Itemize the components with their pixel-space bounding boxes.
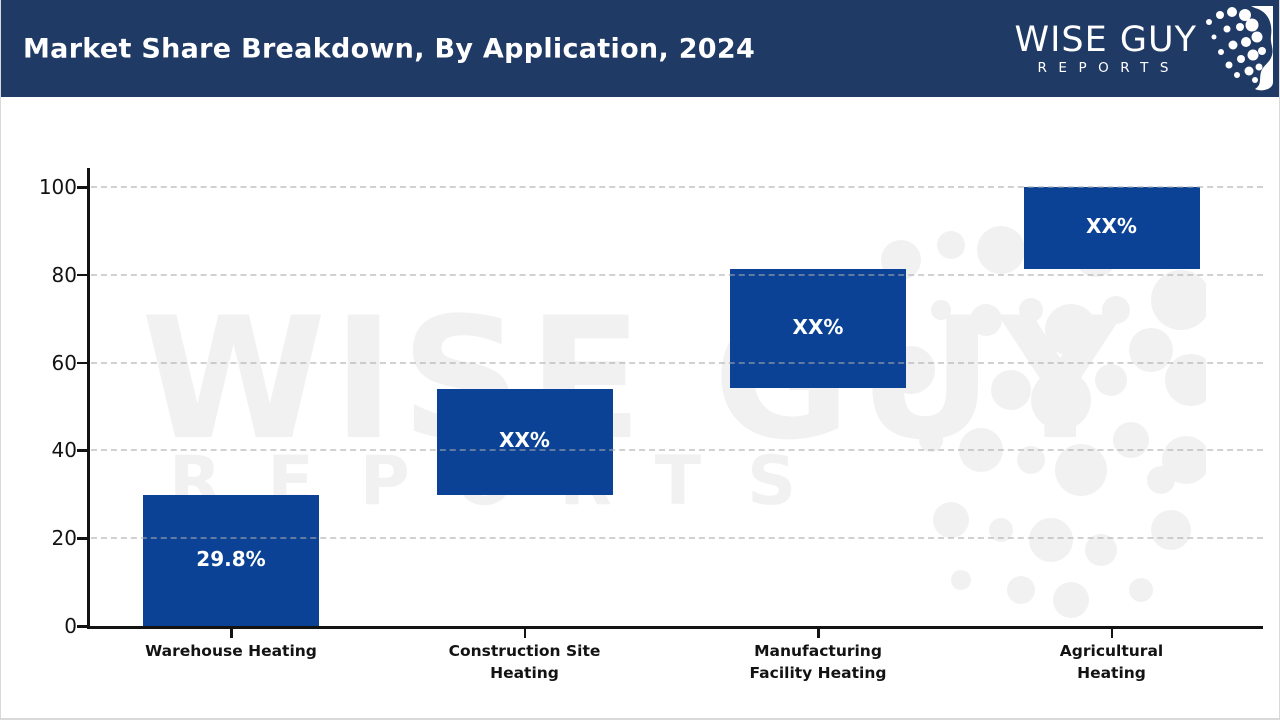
category-label-line: Heating [490,663,559,682]
x-tick-mark [230,629,233,638]
bar-value-label: XX% [1086,213,1137,238]
category-label-line: Facility Heating [749,663,887,682]
logo-dotted-head-icon [1206,6,1273,91]
x-tick-mark [1110,629,1113,638]
y-tick-label: 20 [51,526,77,551]
bar-segment [730,268,906,389]
y-tick-label: 60 [51,350,77,375]
bar-segment [143,495,319,626]
logo-text: WISE GUY REPORTS [1014,22,1197,76]
x-tick-mark [817,629,820,638]
category-label: Manufacturing Facility Heating [688,641,948,684]
category-label-line: Manufacturing [754,642,882,660]
bar-segment [436,388,613,496]
x-tick-mark [523,629,526,638]
x-axis-line [87,626,1263,629]
bar-segment [1023,187,1200,269]
category-label-line: Construction Site [448,642,601,660]
watermark-dotted-head-icon [881,224,1206,618]
gridline [91,361,1263,364]
bar-value-label: 29.8% [196,546,266,571]
y-tick-mark [77,537,87,540]
y-tick-mark [77,625,87,628]
y-tick-label: 40 [51,438,77,463]
y-tick-label: 80 [51,262,77,287]
y-tick-mark [77,186,87,189]
gridline [91,449,1263,452]
category-label-line: Agricultural [1059,642,1164,660]
wiseguy-logo: WISE GUY REPORTS [1014,4,1273,94]
gridline [91,537,1263,540]
category-label: Agricultural Heating [982,641,1242,684]
y-tick-label: 0 [64,614,77,638]
category-label-line: Heating [1077,663,1146,682]
bar-value-label: XX% [499,427,550,452]
gridline [91,273,1263,276]
category-label-line: Warehouse Heating [145,642,317,660]
y-tick-mark [77,449,87,452]
y-tick-label: 100 [38,175,77,199]
page-title: Market Share Breakdown, By Application, … [23,33,756,64]
y-tick-mark [77,361,87,365]
category-label: Warehouse Heating [101,641,361,663]
y-tick-mark [77,273,87,277]
logo-subtitle: REPORTS [1037,59,1180,76]
header-banner: Market Share Breakdown, By Application, … [1,0,1279,97]
bar-value-label: XX% [792,314,844,339]
logo-wordmark: WISE GUY [1014,20,1197,61]
category-label: Construction Site Heating [395,641,655,684]
gridline [91,186,1263,188]
y-axis-line [87,168,90,629]
